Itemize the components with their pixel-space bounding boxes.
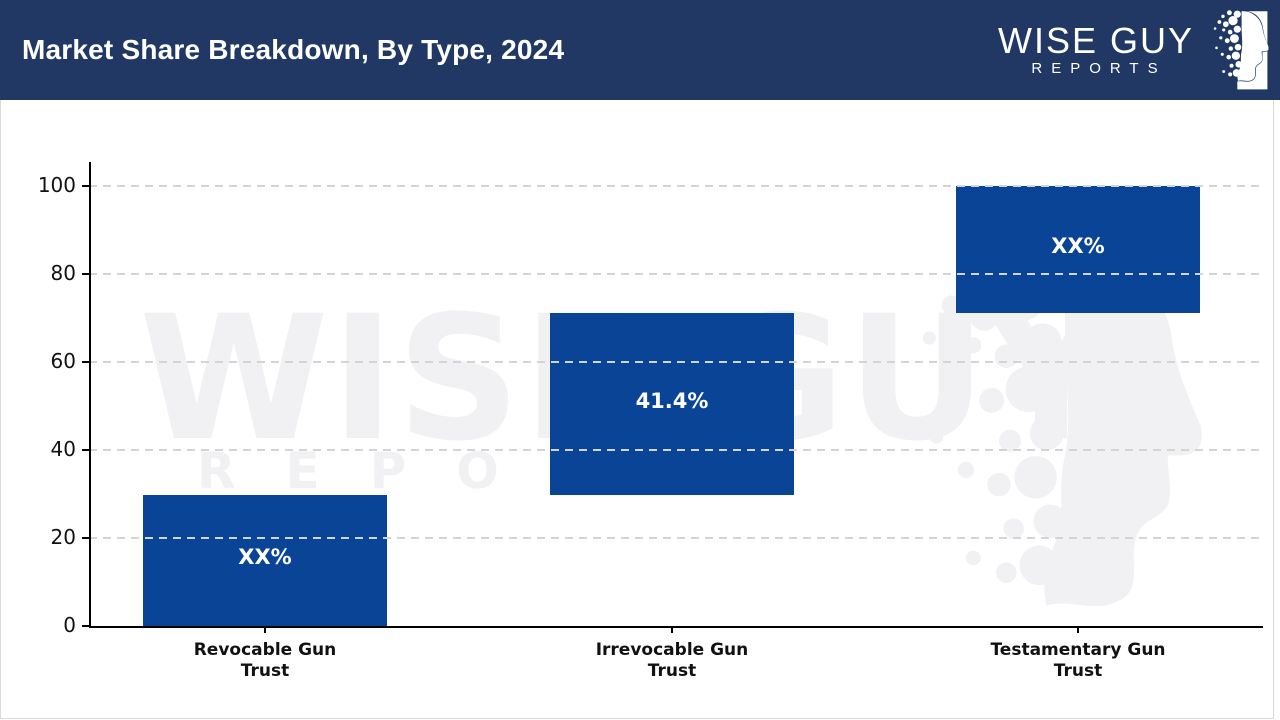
x-tick-mark-1 [671,626,673,633]
y-axis-spine [89,162,91,628]
y-tick-mark-60 [82,361,89,363]
y-tick-mark-100 [82,185,89,187]
gridline-100 [89,185,1263,187]
y-tick-label-80: 80 [50,261,76,285]
bar-0 [143,494,387,626]
gridline-80 [89,273,1263,275]
bar-value-label-1: 41.4% [635,388,709,413]
logo-head-icon [1213,10,1269,90]
header: Market Share Breakdown, By Type, 2024 WI… [0,0,1280,100]
y-tick-label-40: 40 [50,437,76,461]
gridline-60 [89,361,1263,363]
y-tick-label-0: 0 [63,613,76,637]
y-tick-mark-40 [82,449,89,451]
bar-1 [550,312,794,495]
y-tick-mark-80 [82,273,89,275]
y-tick-label-20: 20 [50,525,76,549]
brand-logo: WISE GUY REPORTS [998,0,1280,100]
gridline-40 [89,449,1263,451]
x-tick-mark-2 [1077,626,1079,633]
x-category-label-2: Testamentary Gun Trust [990,640,1166,681]
plot-area: WISE GUY REPORTS 0 20 40 60 80 100 XX% Revocabl… [0,100,1274,719]
x-category-label-0: Revocable Gun Trust [193,640,337,681]
y-tick-mark-20 [82,537,89,539]
bar-value-label-2: XX% [1051,234,1105,259]
y-tick-mark-0 [82,625,89,627]
x-category-label-1: Irrevocable Gun Trust [595,640,749,681]
y-tick-label-100: 100 [37,173,76,197]
x-tick-mark-0 [264,626,266,633]
y-tick-label-60: 60 [50,349,76,373]
logo-wordmark: WISE GUY REPORTS [998,22,1194,78]
gridline-20 [89,537,1263,539]
logo-wordmark-sub: REPORTS [1031,60,1167,77]
x-axis-spine [89,626,1263,628]
page-title: Market Share Breakdown, By Type, 2024 [22,34,565,65]
bar-value-label-0: XX% [238,545,292,570]
logo-wordmark-main: WISE GUY [997,20,1194,61]
